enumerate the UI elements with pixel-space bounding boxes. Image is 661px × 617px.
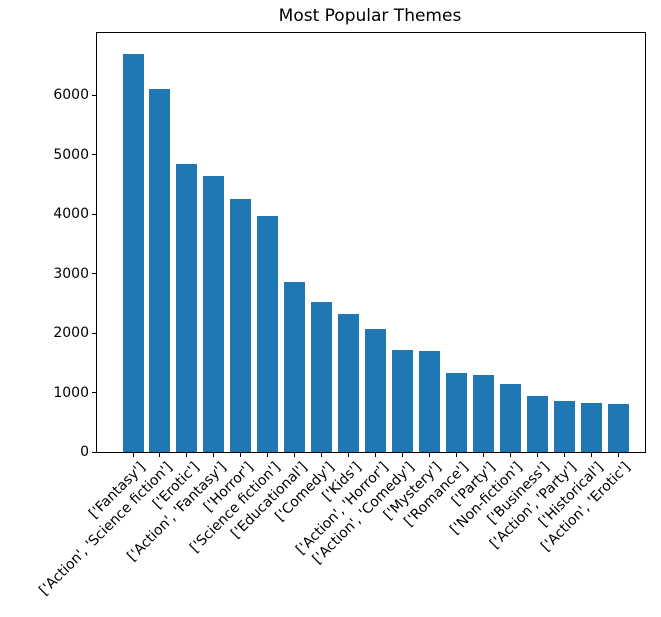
bar [418,350,440,452]
bar [284,282,306,452]
x-axis-tick [563,453,565,457]
bar [257,216,279,452]
y-tick-label: 1000 [53,384,89,401]
x-axis-tick [348,453,350,457]
x-axis-tick [401,453,403,457]
x-axis-tick [428,453,430,457]
y-axis-tick [92,332,96,334]
bar [176,163,198,452]
plot-area: 0 1000 2000 3000 4000 5000 6000 ['Fantasy'] ['Ac… [36,32,646,599]
y-axis-tick [92,154,96,156]
x-axis-tick [186,453,188,457]
x-axis-tick [159,453,161,457]
bar [607,404,629,452]
bar [445,372,467,452]
x-axis-tick [213,453,215,457]
x-axis-tick [509,453,511,457]
y-tick-label: 4000 [53,206,89,223]
x-axis-tick [590,453,592,457]
x-axis-tick [455,453,457,457]
y-axis-tick [92,94,96,96]
y-axis-tick [92,213,96,215]
y-tick-label: 5000 [53,146,89,163]
y-axis-tick [92,451,96,453]
x-axis-tick [482,453,484,457]
bar [499,384,521,452]
x-axis-tick [240,453,242,457]
bar [338,314,360,452]
chart-title: Most Popular Themes [278,6,462,26]
bar [472,374,494,452]
x-axis-tick [132,453,134,457]
bar [311,302,333,452]
x-axis-tick [617,453,619,457]
y-tick-label: 2000 [53,325,89,342]
bar [230,199,252,452]
x-axis-tick [321,453,323,457]
x-axis-tick [267,453,269,457]
y-tick-label: 0 [80,444,89,460]
bar [365,328,386,452]
bar [122,53,144,452]
bar [391,349,413,452]
y-tick-label: 6000 [53,87,89,104]
y-axis-tick [92,273,96,275]
bar [203,175,225,452]
y-tick-label: 3000 [53,265,89,282]
bar [553,401,575,452]
bar [149,88,171,452]
x-axis-tick [375,453,376,457]
bar [580,403,602,452]
x-axis-tick [536,453,538,457]
bar [526,395,548,452]
x-axis-tick [294,453,296,457]
y-axis-tick [92,392,96,394]
